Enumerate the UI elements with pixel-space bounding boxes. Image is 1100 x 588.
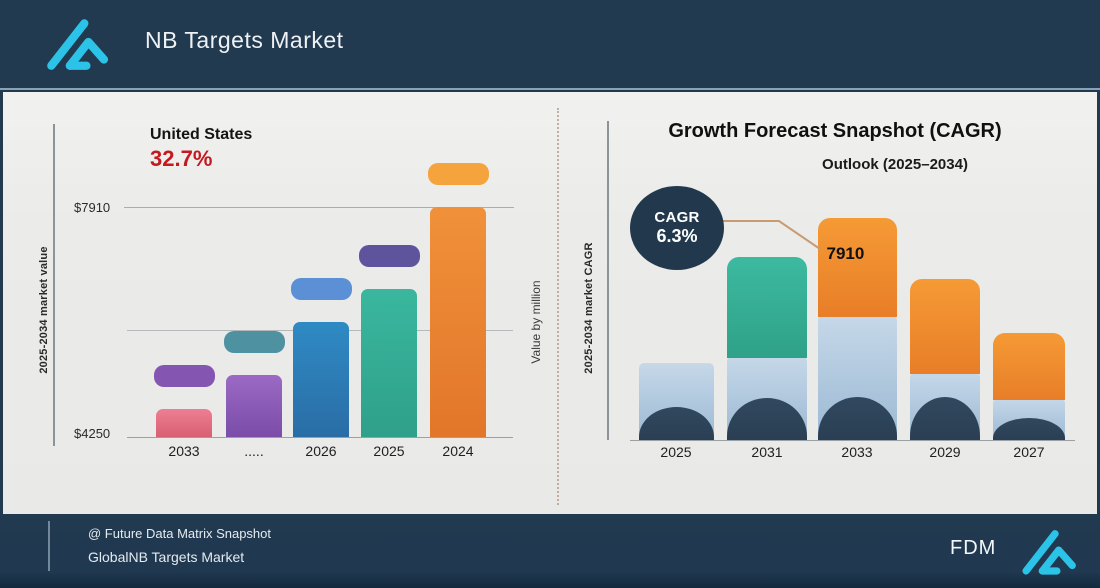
- cagr-badge: CAGR 6.3%: [630, 186, 724, 270]
- right-chart-title: Growth Forecast Snapshot (CAGR): [668, 120, 1002, 142]
- bar-cap-2024: [427, 163, 489, 185]
- bar-value-annotation: 7910: [826, 244, 865, 263]
- footer-bar: @ Future Data Matrix Snapshot GlobalNB T…: [0, 514, 1100, 588]
- right-x-label-2029: 2029: [929, 444, 961, 460]
- footer-brand-text: FDM: [950, 537, 997, 559]
- footer-brand-logo-icon: [1022, 530, 1076, 575]
- right-x-label-2033: 2033: [841, 444, 873, 460]
- left-tick-4250: $4250: [74, 426, 111, 441]
- left-y-axis-line: [53, 124, 55, 446]
- left-gridline-top: [124, 207, 514, 208]
- header-bar: NB Targets Market: [0, 0, 1100, 90]
- footer-divider-line: [48, 521, 50, 571]
- brand-logo-icon: [47, 19, 108, 70]
- segment-top-2027: [993, 333, 1065, 400]
- bar-cap-2025: [358, 245, 420, 267]
- left-x-label-.....: .....: [244, 443, 264, 459]
- segment-top-2033: [817, 218, 897, 317]
- segment-top-2031: [727, 257, 807, 358]
- bar-cap-2033: [153, 365, 215, 387]
- left-x-label-2024: 2024: [442, 443, 474, 459]
- bar-2026: [293, 322, 349, 437]
- cagr-badge-value: 6.3%: [656, 226, 698, 246]
- left-x-label-2026: 2026: [305, 443, 337, 459]
- bar-cap-2026: [290, 278, 352, 300]
- panel-divider: [557, 108, 559, 505]
- segment-base-2027: [993, 418, 1065, 440]
- left-x-label-2033: 2033: [168, 443, 200, 459]
- bar-2024: [430, 207, 486, 437]
- page-title: NB Targets Market: [145, 27, 344, 53]
- left-baseline: [127, 437, 513, 438]
- footer-market-text: GlobalNB Targets Market: [88, 549, 245, 565]
- right-x-label-2025: 2025: [660, 444, 692, 460]
- right-baseline: [630, 440, 1075, 441]
- bar-cap-.....: [223, 331, 285, 353]
- left-x-label-2025: 2025: [373, 443, 405, 459]
- bar-.....: [226, 375, 282, 437]
- right-x-label-2027: 2027: [1013, 444, 1045, 460]
- right-y-axis-line: [607, 121, 609, 440]
- left-tick-7910: $7910: [74, 200, 111, 215]
- right-y-axis-label: 2025-2034 market CAGR: [583, 242, 595, 374]
- right-x-label-2031: 2031: [751, 444, 783, 460]
- right-chart-subtitle: Outlook (2025–2034): [822, 156, 968, 173]
- cagr-badge-label: CAGR: [654, 209, 700, 226]
- left-chart-highlight-value: 32.7%: [150, 146, 213, 171]
- bar-2025: [361, 289, 417, 437]
- left-chart-heading: United States: [150, 126, 253, 143]
- bar-2033: [156, 409, 212, 437]
- footer-source-text: @ Future Data Matrix Snapshot: [88, 526, 271, 541]
- segment-top-2029: [910, 279, 980, 374]
